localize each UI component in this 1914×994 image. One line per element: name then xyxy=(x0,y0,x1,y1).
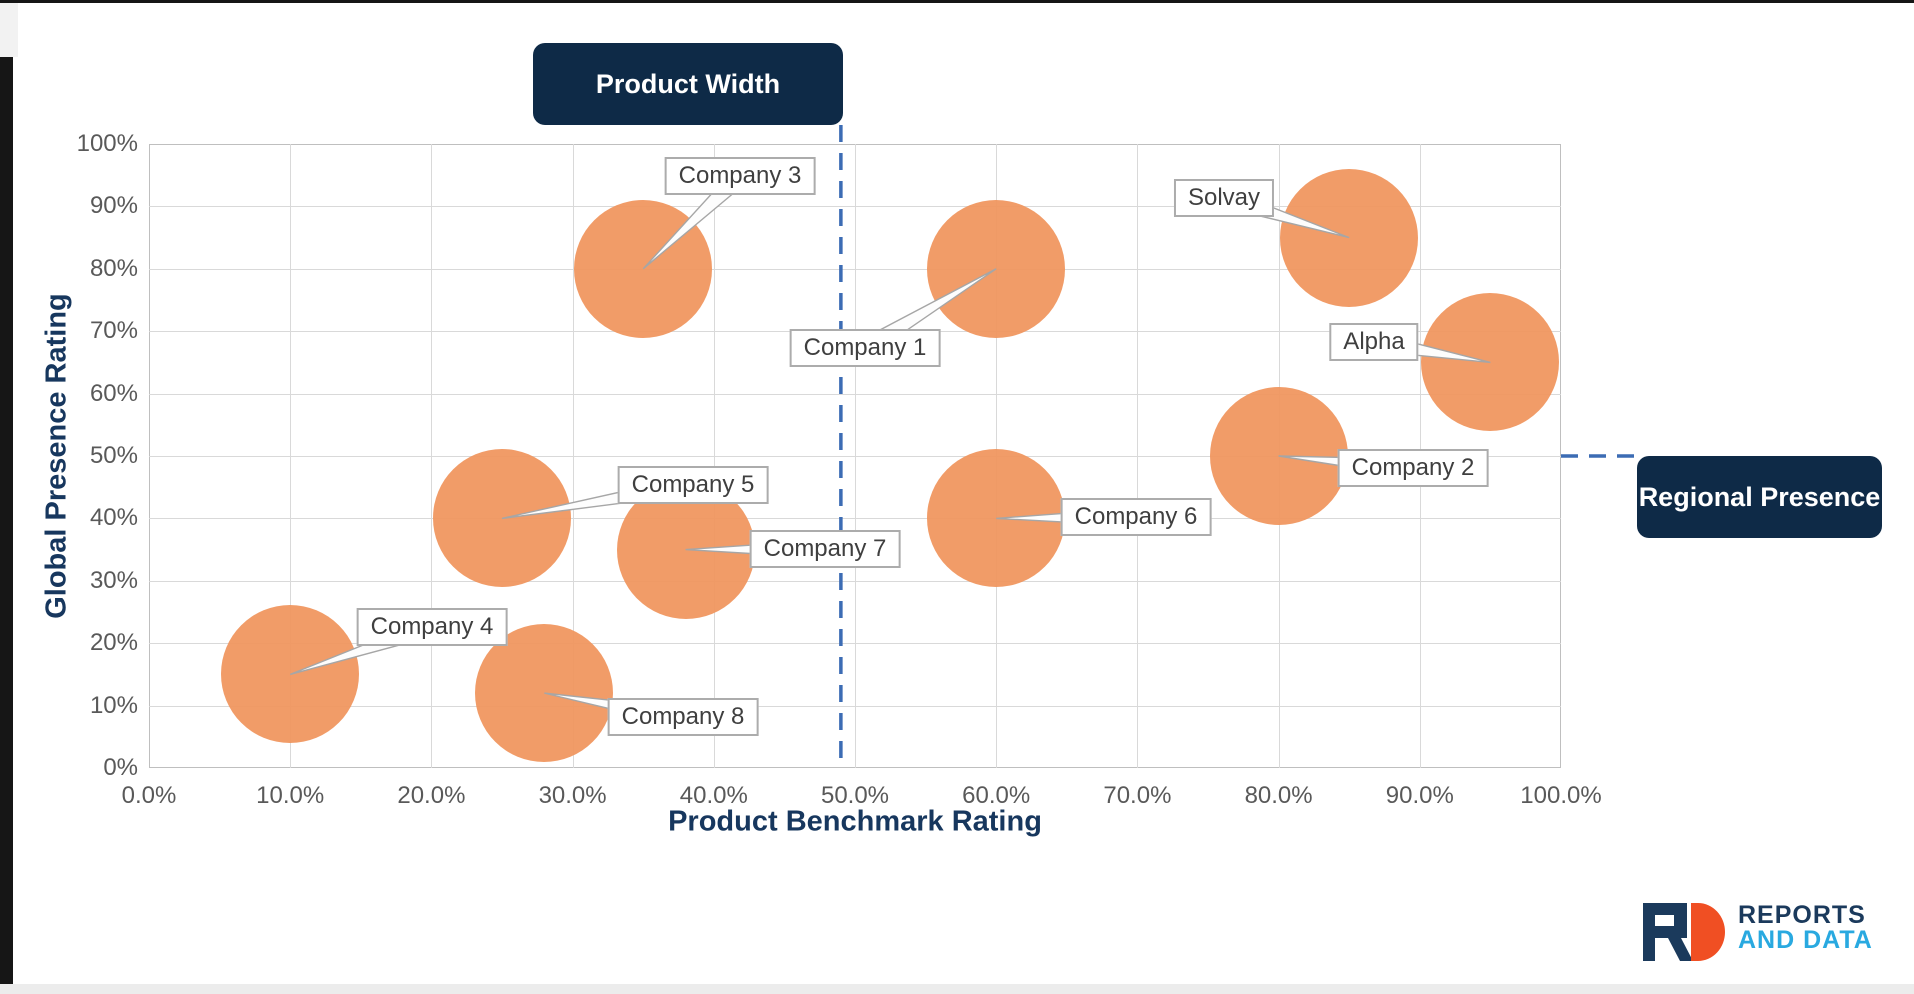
y-tick-20: 20% xyxy=(89,629,138,657)
y-tick-90: 90% xyxy=(89,192,138,220)
y-tick-0: 0% xyxy=(103,754,138,781)
callout-label-company-8: Company 8 xyxy=(607,698,759,736)
frame-left-notch xyxy=(0,3,18,57)
x-tick-60: 60.0% xyxy=(962,782,1031,809)
callout-label-company-2: Company 2 xyxy=(1337,449,1489,487)
x-tick-40: 40.0% xyxy=(679,782,748,809)
gridline-vertical-70 xyxy=(1137,144,1139,768)
callout-label-company-7: Company 7 xyxy=(749,530,901,568)
y-tick-80: 80% xyxy=(89,254,138,282)
gridline-horizontal-80 xyxy=(149,268,1561,270)
logo-text-reports: REPORTS xyxy=(1738,901,1866,929)
callout-label-company-1: Company 1 xyxy=(789,329,941,367)
gridline-horizontal-90 xyxy=(149,206,1561,208)
x-tick-50: 50.0% xyxy=(820,782,890,809)
y-tick-10: 10% xyxy=(89,691,138,719)
x-axis-title: Product Benchmark Rating xyxy=(668,805,1042,838)
x-tick-30: 30.0% xyxy=(538,782,607,809)
y-tick-70: 70% xyxy=(89,317,138,345)
bubble-company-3 xyxy=(574,199,713,338)
x-tick-90: 90.0% xyxy=(1385,782,1454,809)
bubble-company-1 xyxy=(927,199,1066,338)
callout-label-company-6: Company 6 xyxy=(1060,498,1212,536)
reports-and-data-logo: REPORTS AND DATA xyxy=(1643,903,1873,961)
regional-presence-quadrant-label: Regional Presence xyxy=(1637,456,1882,538)
bubble-company-4 xyxy=(221,605,360,744)
bubble-company-5 xyxy=(433,449,571,588)
y-tick-60: 60% xyxy=(89,379,138,407)
x-tick-70: 70.0% xyxy=(1103,782,1172,809)
callout-label-company-3: Company 3 xyxy=(664,157,816,195)
x-tick-100: 100.0% xyxy=(1520,782,1602,809)
logo-wordmark: REPORTS AND DATA xyxy=(1738,903,1873,953)
product-width-text: Product Width xyxy=(595,68,781,99)
bubble-alpha xyxy=(1421,293,1560,432)
rd-logo-mark-icon xyxy=(1643,903,1725,961)
y-tick-40: 40% xyxy=(89,504,138,532)
callout-label-alpha: Alpha xyxy=(1329,323,1419,361)
product-width-quadrant-label: Product Width xyxy=(533,43,843,125)
callout-label-company-4: Company 4 xyxy=(356,608,508,646)
gridline-horizontal-60 xyxy=(149,393,1561,395)
callout-label-company-5: Company 5 xyxy=(617,466,769,504)
x-tick-20: 20.0% xyxy=(397,782,466,809)
y-tick-50: 50% xyxy=(89,442,138,469)
bubble-solvay xyxy=(1280,168,1419,307)
y-axis-title: Global Presence Rating xyxy=(40,293,73,619)
x-tick-0: 0.0% xyxy=(121,782,177,809)
logo-text-and-data: AND DATA xyxy=(1738,926,1873,954)
bubble-company-2 xyxy=(1209,387,1348,525)
y-tick-100: 100% xyxy=(76,130,138,157)
callout-label-solvay: Solvay xyxy=(1173,179,1275,217)
y-tick-30: 30% xyxy=(89,566,138,594)
x-tick-10: 10.0% xyxy=(256,782,325,809)
bubble-company-6 xyxy=(927,449,1066,588)
frame-bottom-bar xyxy=(0,984,1914,994)
x-tick-80: 80.0% xyxy=(1244,782,1313,809)
gridline-horizontal-50 xyxy=(149,456,1561,457)
frame-left-bar xyxy=(0,57,13,984)
frame-top-bar xyxy=(0,0,1914,3)
regional-presence-text: Regional Presence xyxy=(1638,481,1881,512)
